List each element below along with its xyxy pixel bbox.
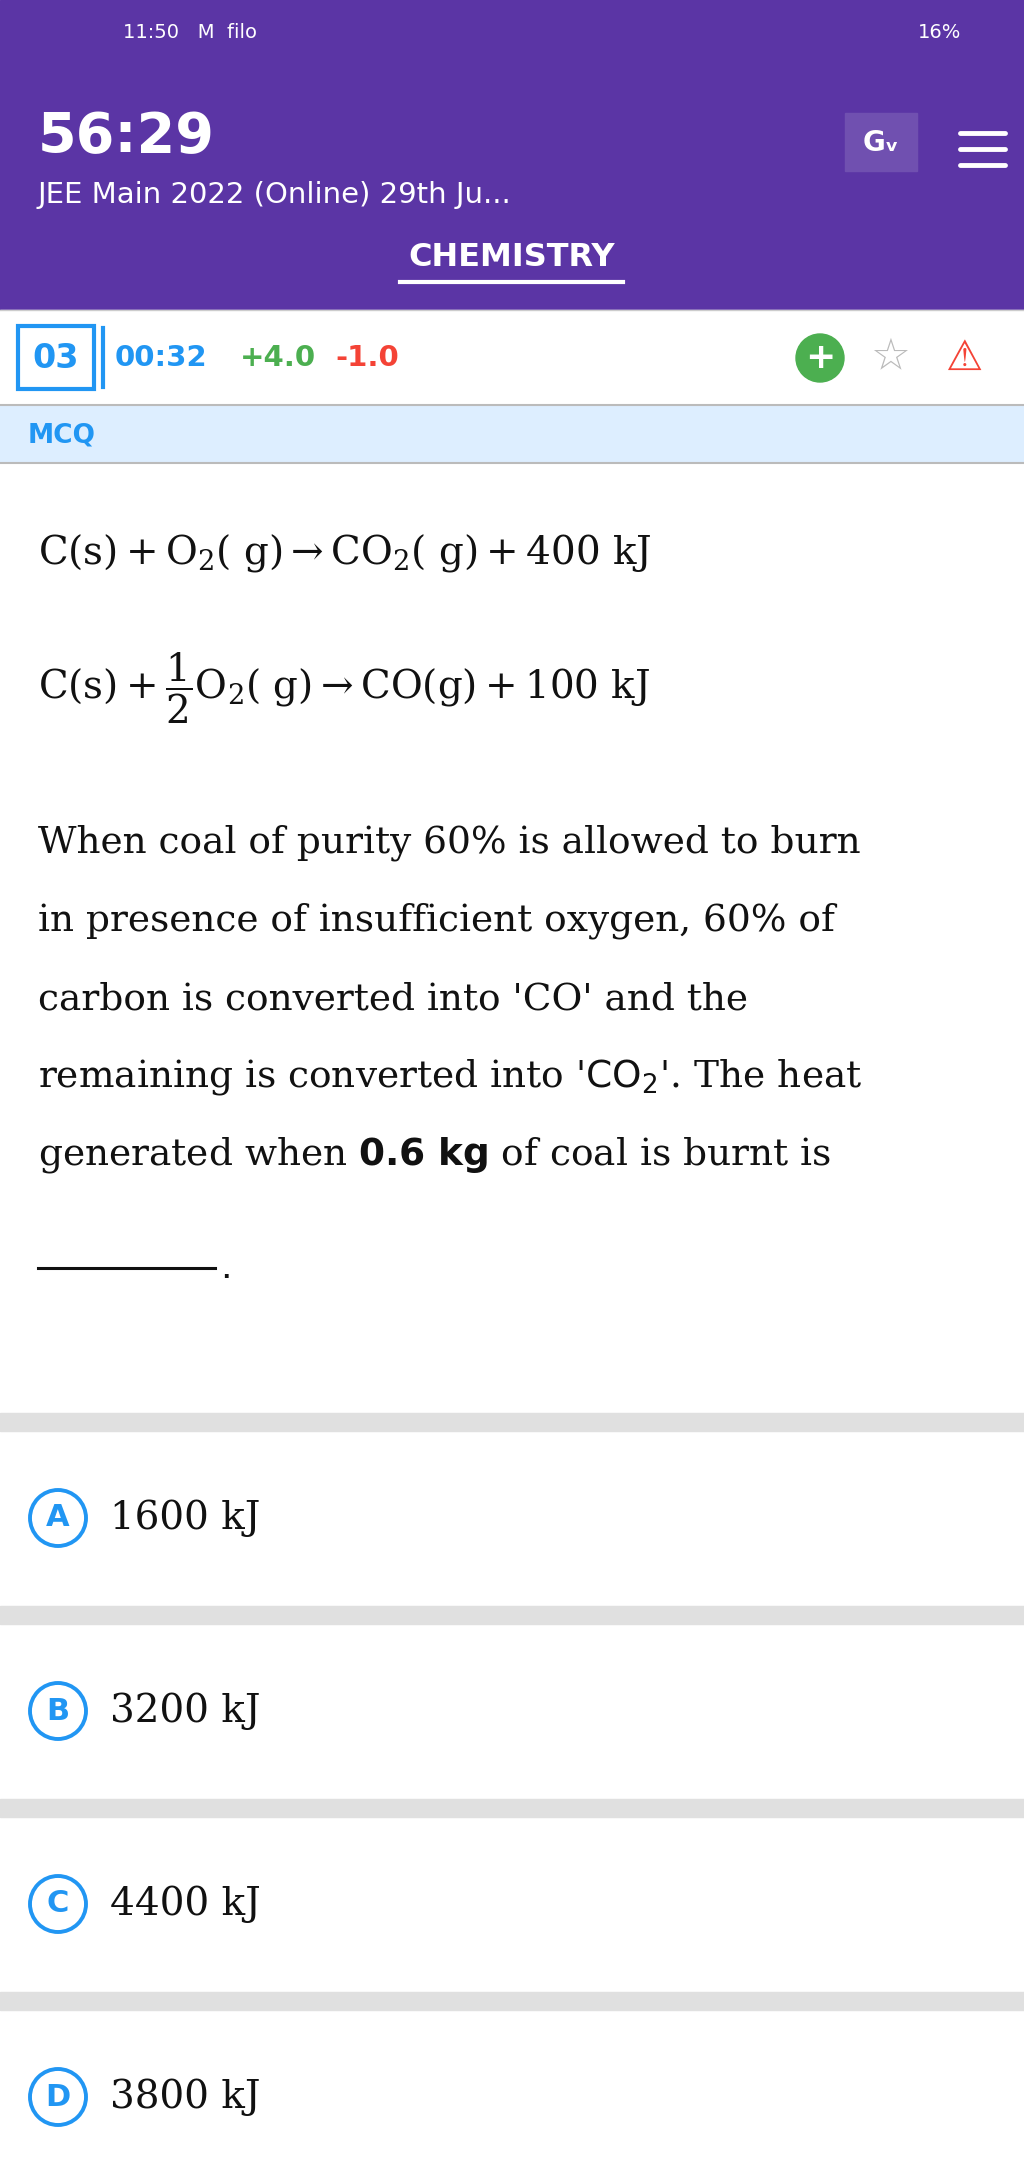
Text: 00:32: 00:32 <box>115 344 208 372</box>
Text: C: C <box>47 1889 70 1919</box>
Bar <box>0 1606 1024 1623</box>
Text: MCQ: MCQ <box>28 422 96 448</box>
Text: D: D <box>45 2082 71 2111</box>
Text: Gᵥ: Gᵥ <box>862 128 899 157</box>
Bar <box>0 0 1024 65</box>
Bar <box>0 65 1024 309</box>
Text: When coal of purity 60% is allowed to burn: When coal of purity 60% is allowed to bu… <box>38 825 860 862</box>
Bar <box>0 1412 1024 1432</box>
Text: 56:29: 56:29 <box>38 111 215 163</box>
Circle shape <box>796 333 844 383</box>
Text: JEE Main 2022 (Online) 29th Ju...: JEE Main 2022 (Online) 29th Ju... <box>38 181 512 209</box>
Text: B: B <box>46 1697 70 1726</box>
Text: 1600 kJ: 1600 kJ <box>110 1499 260 1536</box>
Text: +4.0: +4.0 <box>240 344 316 372</box>
Text: A: A <box>46 1504 70 1532</box>
Text: carbon is converted into 'CO' and the: carbon is converted into 'CO' and the <box>38 981 748 1016</box>
Text: ☆: ☆ <box>870 337 910 379</box>
Bar <box>0 463 1024 1412</box>
Text: 3200 kJ: 3200 kJ <box>110 1693 260 1730</box>
Text: -1.0: -1.0 <box>335 344 398 372</box>
Bar <box>845 113 918 172</box>
Bar <box>0 405 1024 463</box>
Bar <box>0 1817 1024 1991</box>
Bar <box>0 2011 1024 2176</box>
Text: 4400 kJ: 4400 kJ <box>110 1884 261 1924</box>
Text: ⚠: ⚠ <box>946 337 984 379</box>
Text: $\mathrm{C(s) + O_2(\ g) \rightarrow CO_2(\ g) + 400\ kJ}$: $\mathrm{C(s) + O_2(\ g) \rightarrow CO_… <box>38 531 651 574</box>
Bar <box>0 1623 1024 1800</box>
Bar <box>0 309 1024 405</box>
Text: 3800 kJ: 3800 kJ <box>110 2078 260 2115</box>
Text: 11:50   M  filo: 11:50 M filo <box>123 24 257 44</box>
Text: +: + <box>805 342 836 374</box>
FancyBboxPatch shape <box>18 326 94 390</box>
Text: $\mathrm{C(s) + \dfrac{1}{2}O_2(\ g) \rightarrow CO(g) + 100\ kJ}$: $\mathrm{C(s) + \dfrac{1}{2}O_2(\ g) \ri… <box>38 651 650 725</box>
Text: CHEMISTRY: CHEMISTRY <box>409 242 615 274</box>
Text: generated when $\mathbf{0.6\ kg}$ of coal is burnt is: generated when $\mathbf{0.6\ kg}$ of coa… <box>38 1136 830 1175</box>
Text: remaining is converted into '$\mathrm{CO_2}$'. The heat: remaining is converted into '$\mathrm{CO… <box>38 1058 862 1097</box>
Text: 16%: 16% <box>919 24 962 44</box>
Text: .: . <box>220 1251 231 1286</box>
Text: 03: 03 <box>33 342 79 374</box>
Bar <box>0 1432 1024 1606</box>
Text: in presence of insufficient oxygen, 60% of: in presence of insufficient oxygen, 60% … <box>38 903 835 940</box>
Bar <box>0 1991 1024 2011</box>
Bar <box>0 1800 1024 1817</box>
